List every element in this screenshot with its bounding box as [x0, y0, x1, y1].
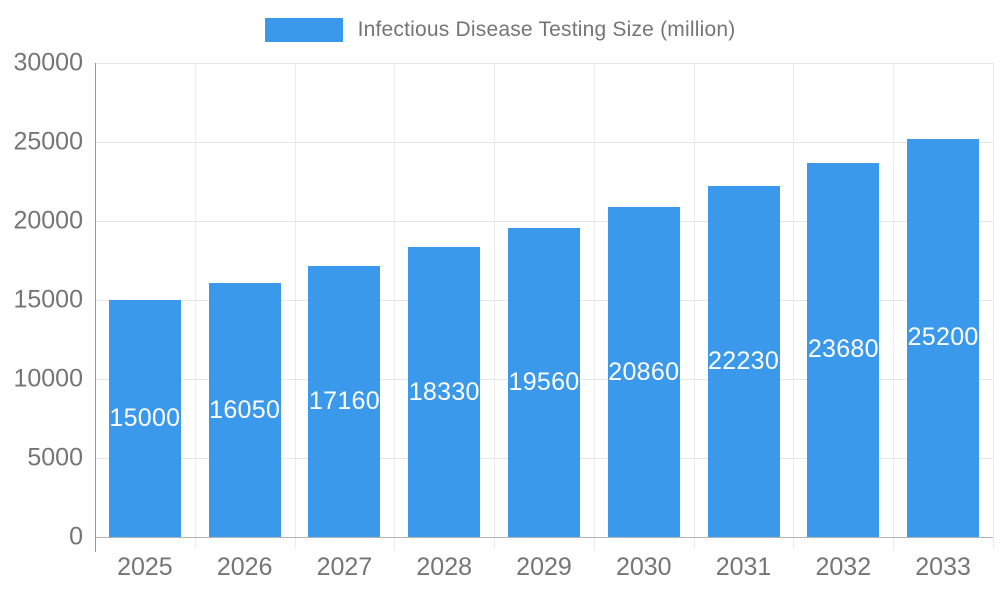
plot-area: 0 5000 10000 15000 20000 25000 30000 15000 2025 1… [13, 50, 994, 580]
bar-2030[interactable]: 20860 [607, 207, 680, 537]
horizontal-gridline [95, 63, 993, 64]
x-axis-line [95, 537, 993, 538]
vertical-gridline [194, 63, 196, 549]
x-axis-label-2030: 2030 [615, 553, 672, 581]
vertical-gridline [593, 63, 595, 549]
y-axis-tick-label: 30000 [13, 48, 83, 77]
bar-value-label: 23680 [807, 335, 879, 364]
y-axis-tick-label: 0 [69, 522, 83, 551]
x-axis-label-2025: 2025 [117, 553, 173, 581]
bar-2032[interactable]: 23680 [807, 162, 880, 537]
bar-value-label: 17160 [308, 386, 380, 415]
bar-2029[interactable]: 19560 [508, 227, 580, 537]
vertical-gridline [993, 63, 994, 549]
vertical-gridline [693, 63, 695, 549]
y-axis-line [95, 63, 96, 552]
bar-value-label: 22230 [708, 346, 780, 375]
bar-2028[interactable]: 18330 [408, 247, 481, 537]
bar-value-label: 18330 [408, 377, 480, 406]
bar-value-label: 15000 [109, 404, 181, 432]
x-axis-label-2028: 2028 [416, 553, 473, 581]
horizontal-gridline [95, 221, 993, 222]
legend-label: Infectious Disease Testing Size (million… [357, 18, 736, 41]
x-axis-label-2027: 2027 [316, 553, 373, 581]
vertical-gridline [893, 63, 895, 549]
y-axis-tick-label: 25000 [13, 127, 83, 156]
x-axis-label-2031: 2031 [715, 553, 772, 581]
bar-2027[interactable]: 17160 [308, 265, 381, 537]
bar-value-label: 20860 [608, 357, 680, 386]
bar-2025[interactable]: 15000 [108, 300, 181, 537]
y-axis-tick-label: 5000 [27, 443, 83, 472]
vertical-gridline [793, 63, 795, 549]
y-axis-tick-label: 15000 [13, 285, 83, 314]
legend[interactable]: Infectious Disease Testing Size (million… [0, 18, 1000, 42]
bar-2031[interactable]: 22230 [707, 185, 780, 537]
x-axis-label-2026: 2026 [216, 553, 273, 581]
y-axis-tick-label: 10000 [13, 364, 83, 393]
y-axis-tick-label: 20000 [13, 206, 83, 235]
x-axis-label-2032: 2032 [815, 553, 872, 581]
bar-2033[interactable]: 25200 [907, 138, 980, 537]
vertical-gridline [294, 63, 296, 549]
bar-2026[interactable]: 16050 [208, 283, 281, 537]
horizontal-gridline [95, 142, 993, 143]
vertical-gridline [394, 63, 396, 549]
bar-value-label: 19560 [508, 367, 580, 396]
vertical-gridline [494, 63, 496, 549]
x-axis-label-2029: 2029 [516, 553, 572, 581]
bar-value-label: 25200 [907, 323, 979, 352]
x-axis-label-2033: 2033 [915, 553, 971, 581]
legend-swatch [264, 18, 343, 42]
bar-value-label: 16050 [209, 395, 281, 424]
